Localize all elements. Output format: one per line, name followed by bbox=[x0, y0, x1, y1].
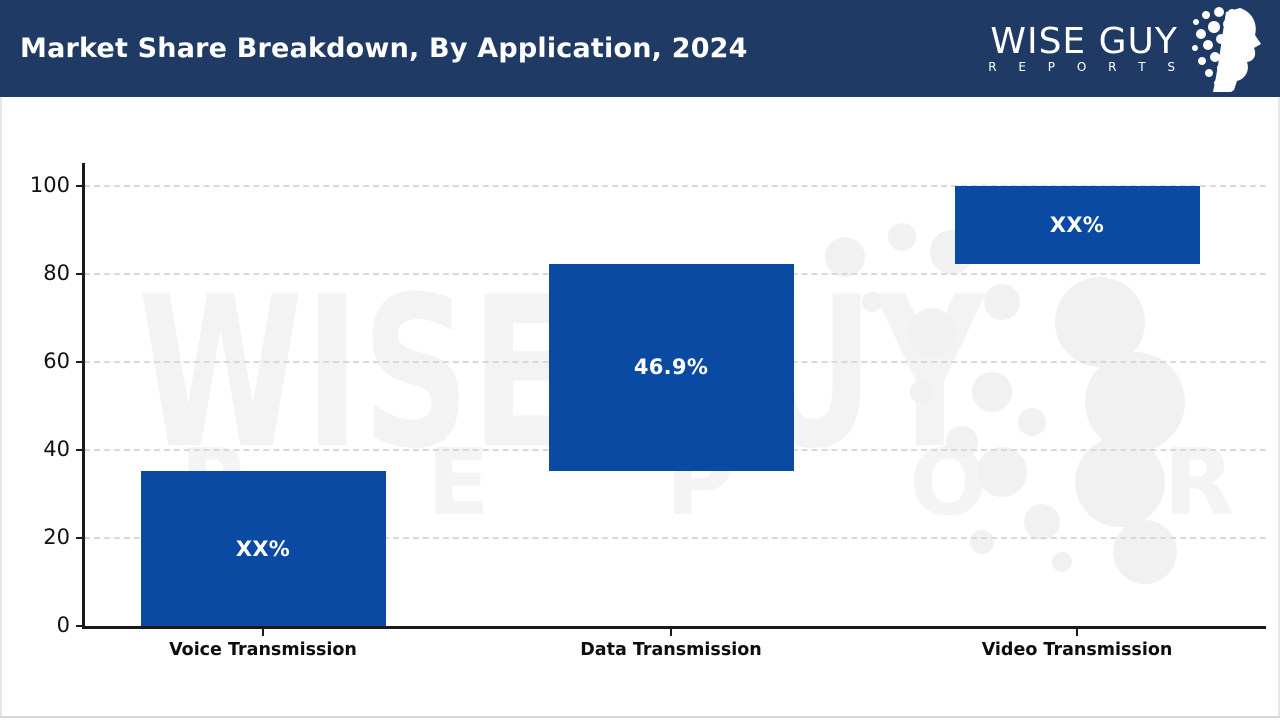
y-axis-spine bbox=[82, 163, 85, 628]
logo-head-icon bbox=[1192, 6, 1261, 92]
y-axis-tick-80 bbox=[76, 273, 84, 275]
y-axis-tick-60 bbox=[76, 361, 84, 363]
page-bottom-hairline bbox=[0, 716, 1280, 718]
x-axis-tick-video-transmission bbox=[1076, 628, 1078, 636]
brand-logo-subtitle: R E P O R T S bbox=[988, 60, 1184, 75]
y-axis-tick-0 bbox=[76, 625, 84, 627]
header-bar: Market Share Breakdown, By Application, … bbox=[0, 0, 1280, 97]
y-tick-label-20: 20 bbox=[43, 525, 70, 549]
y-axis-tick-20 bbox=[76, 537, 84, 539]
y-tick-label-80: 80 bbox=[43, 261, 70, 285]
x-axis-label-video-transmission: Video Transmission bbox=[981, 640, 1173, 660]
brand-logo-text: WISE GUY R E P O R T S bbox=[984, 20, 1184, 75]
page-right-edge bbox=[1278, 97, 1280, 716]
page-left-edge bbox=[0, 97, 2, 716]
gridline-y-100 bbox=[84, 185, 1266, 187]
watermark-dotted-head bbox=[825, 186, 1185, 584]
gridline-y-20 bbox=[84, 537, 1266, 539]
y-axis-tick-40 bbox=[76, 449, 84, 451]
brand-logo: WISE GUY R E P O R T S bbox=[984, 6, 1262, 92]
x-axis-spine bbox=[82, 626, 1266, 629]
x-axis-tick-voice-transmission bbox=[262, 628, 264, 636]
bar-value-label-voice-transmission: XX% bbox=[235, 536, 291, 561]
x-axis-tick-data-transmission bbox=[670, 628, 672, 636]
bar-data-transmission: 46.9% bbox=[548, 264, 794, 471]
y-tick-label-60: 60 bbox=[43, 349, 70, 373]
y-axis-tick-100 bbox=[76, 185, 84, 187]
bar-voice-transmission: XX% bbox=[140, 471, 386, 626]
y-tick-label-40: 40 bbox=[43, 437, 70, 461]
y-tick-label-100: 100 bbox=[29, 173, 70, 197]
page-title: Market Share Breakdown, By Application, … bbox=[20, 33, 748, 64]
bar-value-label-video-transmission: XX% bbox=[1049, 213, 1105, 238]
x-axis-label-data-transmission: Data Transmission bbox=[580, 640, 762, 660]
bar-value-label-data-transmission: 46.9% bbox=[633, 355, 709, 380]
bar-video-transmission: XX% bbox=[954, 186, 1200, 265]
x-axis-label-voice-transmission: Voice Transmission bbox=[169, 640, 357, 660]
y-tick-label-0: 0 bbox=[56, 613, 70, 637]
brand-logo-name: WISE GUY bbox=[990, 20, 1178, 62]
